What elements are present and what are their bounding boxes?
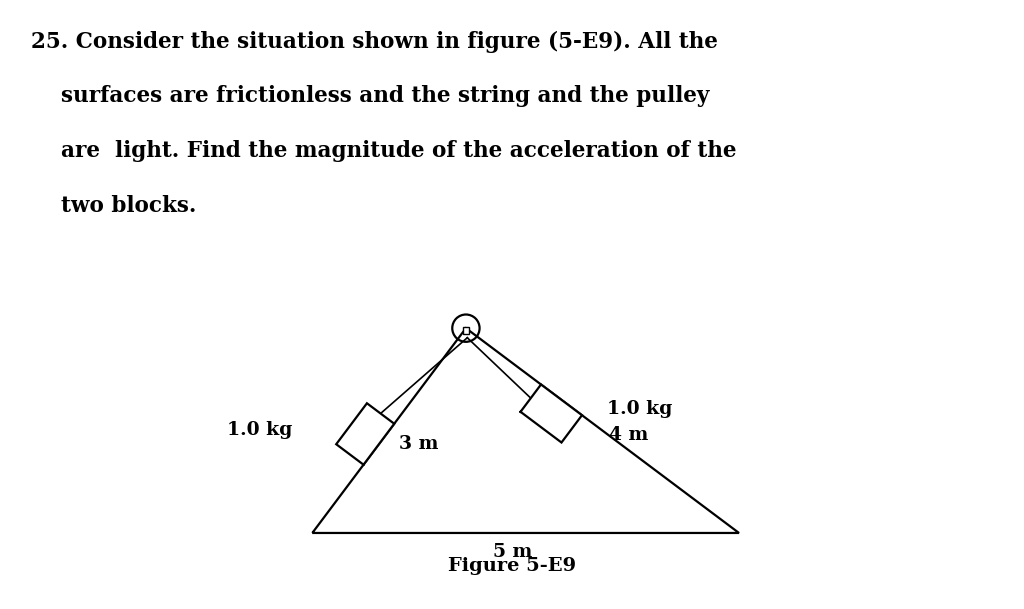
Text: 4 m: 4 m [609, 426, 648, 445]
Bar [463, 327, 469, 334]
Text: 25. Consider the situation shown in figure (5-E9). All the: 25. Consider the situation shown in figu… [31, 30, 718, 52]
Text: are  light. Find the magnitude of the acceleration of the: are light. Find the magnitude of the acc… [31, 140, 736, 162]
Text: Figure 5-E9: Figure 5-E9 [447, 557, 577, 576]
Text: 5 m: 5 m [494, 543, 532, 561]
Polygon shape [336, 403, 394, 465]
Text: 1.0 kg: 1.0 kg [227, 421, 293, 438]
Text: 1.0 kg: 1.0 kg [606, 400, 672, 418]
Polygon shape [520, 384, 582, 443]
Text: two blocks.: two blocks. [31, 195, 196, 217]
Text: 3 m: 3 m [399, 435, 438, 453]
Text: surfaces are frictionless and the string and the pulley: surfaces are frictionless and the string… [31, 85, 709, 107]
